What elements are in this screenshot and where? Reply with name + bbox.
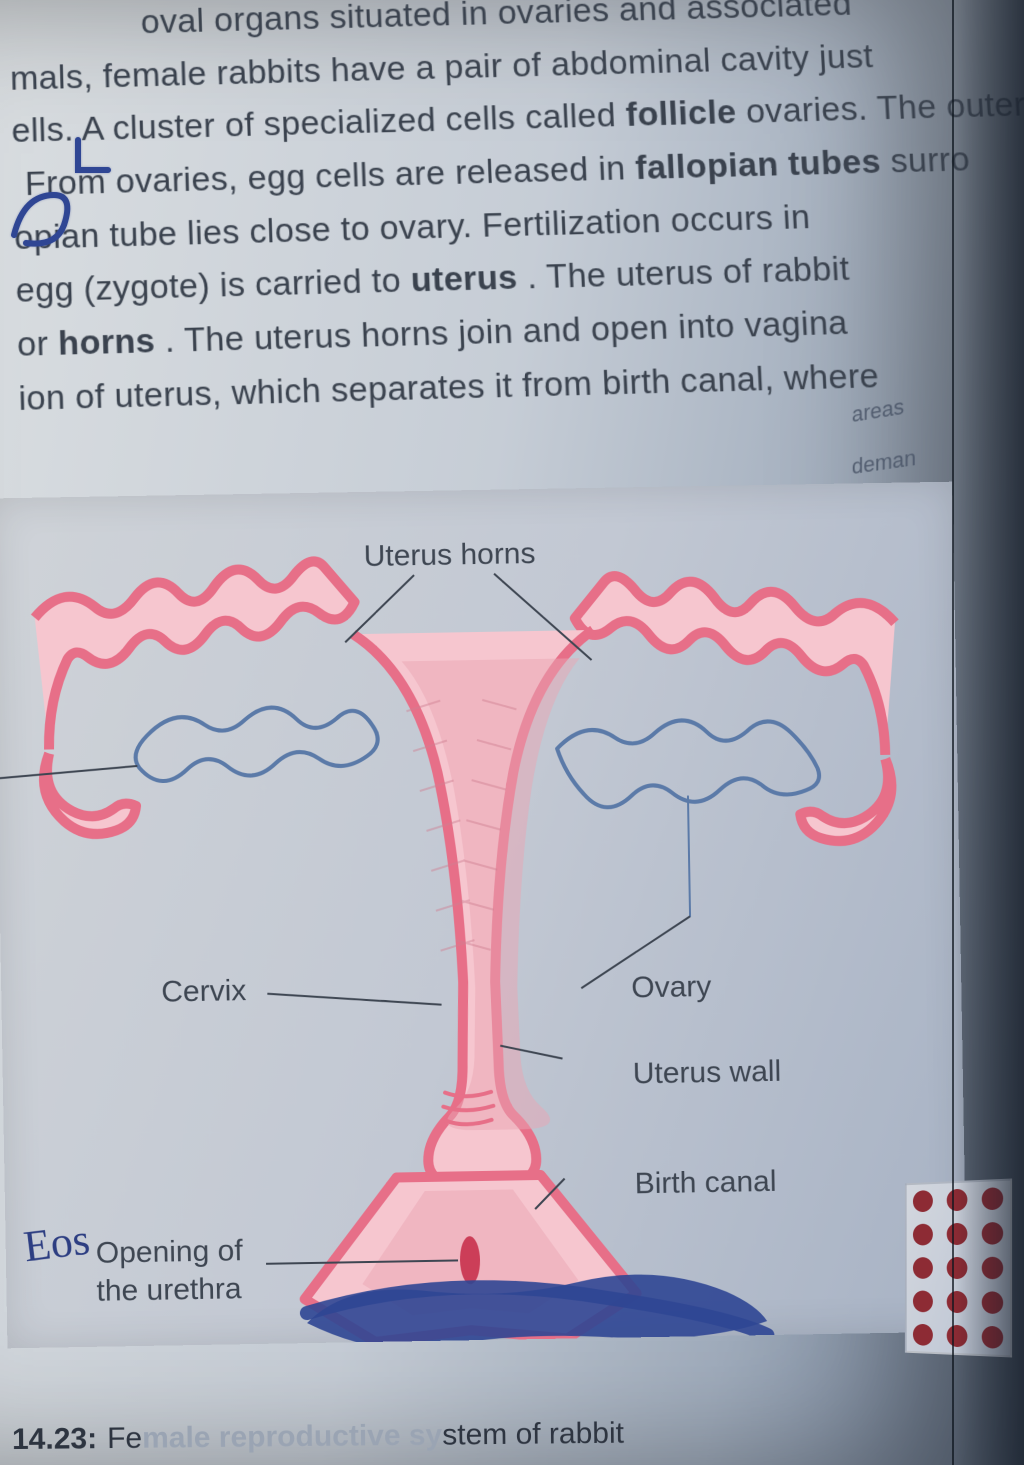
figure-caption: 14.23: Fe male reproductive sy stem of r…	[0, 1400, 992, 1465]
text: abdominal cavity just	[550, 37, 874, 83]
label-uterus-horns: Uterus horns	[363, 537, 535, 574]
caption-text: Fe	[107, 1422, 142, 1456]
ink-mark-icon	[68, 130, 128, 190]
label-urethra-line1: Opening of	[96, 1234, 243, 1271]
caption-text: stem of rabbit	[442, 1417, 624, 1453]
label-uterus-wall: Uterus wall	[633, 1055, 782, 1092]
left-horn-tail	[44, 752, 137, 835]
right-ovary	[557, 718, 820, 808]
text: or	[17, 324, 59, 364]
bold-term: follicle	[625, 93, 737, 134]
text: . The uterus horns join and open into va…	[164, 303, 848, 360]
figure-panel: Uterus horns Cervix Ovary Uterus wall Bi…	[0, 482, 967, 1349]
right-horn-tail	[799, 759, 892, 842]
label-cervix: Cervix	[161, 974, 247, 1009]
bold-term: horns	[58, 322, 156, 363]
handwritten-annotation: Eos	[21, 1214, 93, 1273]
text: egg (zygote) is carried to	[15, 261, 411, 310]
figure-number: 14.23:	[12, 1422, 97, 1457]
label-urethra-line2: the urethra	[96, 1272, 242, 1309]
anatomy-diagram	[0, 482, 967, 1349]
label-birth-canal: Birth canal	[634, 1165, 776, 1201]
label-ovary: Ovary	[631, 970, 712, 1005]
text: oval organs situated in	[140, 0, 498, 41]
caption-obscured: male reproductive sy	[142, 1419, 442, 1456]
right-uterus-horn	[574, 571, 897, 760]
book-gutter	[952, 0, 1024, 1465]
bold-term: fallopian tubes	[634, 142, 881, 187]
right-ovary-stem	[688, 796, 690, 916]
leader-offpage	[0, 766, 138, 778]
left-ovary	[135, 706, 379, 782]
page: oval organs situated in ovaries and asso…	[0, 0, 1024, 1465]
text: ovaries and associated	[497, 0, 853, 32]
text: mals, female rabbits have a pair of	[10, 45, 552, 97]
text: . The uterus of rabbit	[526, 250, 850, 297]
bold-term: uterus	[410, 259, 518, 300]
leader-lines	[0, 570, 696, 1268]
leader-cervix	[267, 991, 441, 1008]
